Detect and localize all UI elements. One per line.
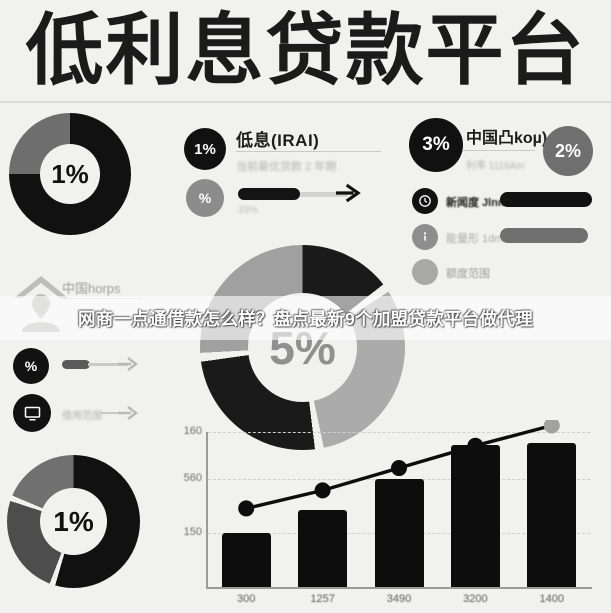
caption-band bbox=[0, 296, 611, 340]
mid-heading-divider bbox=[236, 151, 381, 152]
chart-line-marker bbox=[391, 460, 407, 477]
chart-y-tick: 560 bbox=[183, 471, 202, 484]
badge-one-percent: 1% bbox=[184, 128, 226, 170]
chart-x-tick: 300 bbox=[237, 593, 256, 605]
overlay-caption: 网商一点通借款怎么样？盘点最新9个加盟贷款平台做代理 bbox=[77, 308, 534, 329]
dot-icon bbox=[412, 259, 438, 285]
right-row-label-3: 额度范围 bbox=[446, 268, 490, 280]
chart-line-marker bbox=[543, 420, 560, 434]
left-arrow-track bbox=[100, 412, 128, 414]
chart-line-marker bbox=[467, 437, 484, 454]
mid-heading: 低息(IRAI) bbox=[236, 131, 320, 150]
chart-y-tick: 160 bbox=[183, 425, 202, 437]
chart-bars bbox=[172, 420, 597, 613]
right-heading-divider bbox=[463, 150, 535, 151]
bar-line-chart: 150 560 160 300 1257 3490 3200 1400 bbox=[172, 420, 597, 613]
right-row-bar-2 bbox=[500, 228, 588, 243]
right-subtext: 利率 1116Am bbox=[466, 161, 525, 172]
badge-percent-dark: % bbox=[13, 348, 49, 384]
chart-bar bbox=[374, 478, 424, 587]
left-progress-track bbox=[88, 363, 128, 366]
monitor-icon bbox=[13, 394, 51, 432]
badge-two-percent: 2% bbox=[543, 126, 593, 176]
chart-y-tick: 150 bbox=[183, 525, 202, 538]
right-row-bar-1 bbox=[500, 192, 592, 207]
mid-subtext: 当前最优贷款 2 年期 bbox=[236, 161, 337, 173]
title-divider bbox=[0, 101, 611, 103]
arrow-right-icon bbox=[336, 183, 361, 203]
chart-x-tick: 3490 bbox=[386, 593, 412, 605]
right-row-label-2: 能量形 1dmt bbox=[446, 233, 507, 245]
donut-chart-center: 5% bbox=[200, 245, 405, 450]
donut-bottom-left-value: 1% bbox=[40, 488, 107, 555]
donut-chart-bottom-left: 1% bbox=[7, 455, 140, 588]
brand-text: 中国horps bbox=[62, 281, 121, 296]
donut-chart-top-left: 1% bbox=[9, 113, 131, 235]
chart-trend-line bbox=[238, 420, 560, 517]
badge-percent-gray: % bbox=[186, 179, 224, 217]
chart-x-axis bbox=[206, 587, 592, 589]
clock-icon bbox=[412, 188, 438, 214]
chart-bar bbox=[450, 444, 500, 587]
left-screen-label: 借用范围 bbox=[62, 411, 102, 422]
badge-three-percent: 3% bbox=[409, 118, 463, 172]
donut-top-left-value: 1% bbox=[40, 144, 100, 204]
chart-bar bbox=[527, 442, 577, 587]
chart-x-tick: 1400 bbox=[539, 593, 565, 605]
progress-fill bbox=[238, 188, 300, 200]
left-progress-fill bbox=[62, 360, 90, 369]
page-title: 低利息贷款平台 bbox=[25, 6, 586, 94]
chart-y-axis bbox=[206, 432, 208, 587]
chart-bar bbox=[221, 532, 271, 587]
info-icon bbox=[412, 224, 438, 250]
chart-line-marker bbox=[238, 500, 255, 517]
arrow-right-icon-2 bbox=[118, 357, 138, 371]
chart-x-tick: 1257 bbox=[310, 593, 335, 605]
arrow-right-icon-3 bbox=[118, 406, 138, 420]
right-heading: 中国凸koµ) bbox=[466, 130, 548, 147]
right-row-label-1: 新闻度 Jlnm bbox=[446, 197, 508, 209]
chart-bar bbox=[298, 509, 348, 587]
chart-line-marker bbox=[314, 482, 331, 499]
progress-percent-label: 33% bbox=[238, 205, 259, 216]
chart-x-tick: 3200 bbox=[463, 593, 488, 605]
chart-gridline bbox=[208, 432, 590, 433]
